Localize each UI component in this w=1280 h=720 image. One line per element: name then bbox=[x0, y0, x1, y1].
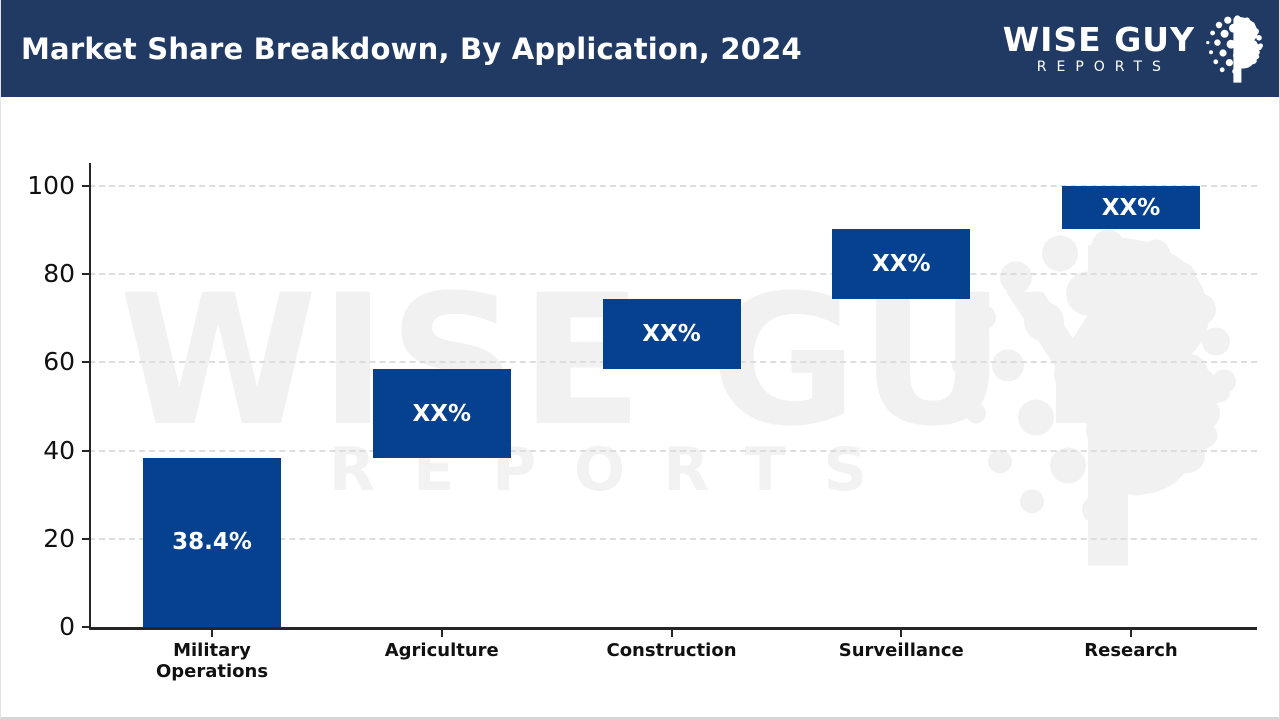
x-category-label: Surveillance bbox=[838, 640, 964, 661]
x-tick-mark bbox=[670, 630, 673, 637]
gridline bbox=[89, 185, 1257, 187]
header: Market Share Breakdown, By Application, … bbox=[1, 0, 1279, 97]
y-tick-mark bbox=[82, 537, 89, 540]
logo-text: WISE GUY REPORTS bbox=[1003, 23, 1195, 74]
bar-research: XX% bbox=[1062, 186, 1200, 230]
y-tick-mark bbox=[82, 273, 89, 276]
logo-wordmark: WISE GUY bbox=[1002, 20, 1195, 59]
y-tick-label: 60 bbox=[43, 347, 75, 377]
y-axis bbox=[89, 163, 91, 629]
x-category-label: Agriculture bbox=[384, 640, 499, 661]
x-tick-mark bbox=[1130, 630, 1132, 637]
y-tick-label: 40 bbox=[43, 435, 75, 465]
bar-value-label: XX% bbox=[412, 400, 471, 427]
x-category-label: Construction bbox=[606, 640, 737, 661]
x-tick-mark bbox=[211, 630, 213, 637]
y-tick-mark bbox=[82, 185, 89, 187]
bar-surveillance: XX% bbox=[832, 229, 971, 299]
x-tick-mark bbox=[440, 630, 443, 637]
logo-subtext: REPORTS bbox=[1036, 59, 1171, 75]
gridline bbox=[89, 449, 1257, 452]
y-tick-mark bbox=[82, 449, 89, 452]
bar-construction: XX% bbox=[602, 298, 741, 370]
wiseguy-logo: WISE GUY REPORTS bbox=[1003, 12, 1267, 86]
x-tick-mark bbox=[900, 630, 903, 637]
y-tick-mark bbox=[82, 626, 89, 628]
bar-agriculture: XX% bbox=[372, 369, 511, 458]
x-axis bbox=[89, 627, 1257, 630]
dotted-head-icon bbox=[1203, 12, 1267, 86]
y-tick-label: 80 bbox=[43, 259, 75, 289]
y-tick-mark bbox=[82, 361, 89, 364]
x-category-label: Research bbox=[1084, 640, 1178, 661]
bar-value-label: 38.4% bbox=[172, 529, 252, 556]
bar-value-label: XX% bbox=[1101, 194, 1161, 221]
bar-value-label: XX% bbox=[642, 321, 701, 348]
y-tick-label: 20 bbox=[43, 523, 75, 553]
y-tick-label: 0 bbox=[59, 612, 75, 641]
gridline bbox=[89, 537, 1257, 540]
gridline bbox=[89, 273, 1257, 276]
bar-value-label: XX% bbox=[871, 251, 931, 278]
y-tick-label: 100 bbox=[27, 171, 75, 200]
x-category-label: Military Operations bbox=[155, 640, 269, 683]
watermark-head-icon bbox=[936, 205, 1256, 590]
page-title: Market Share Breakdown, By Application, … bbox=[21, 31, 802, 66]
bar-military-operations: 38.4% bbox=[143, 457, 281, 627]
